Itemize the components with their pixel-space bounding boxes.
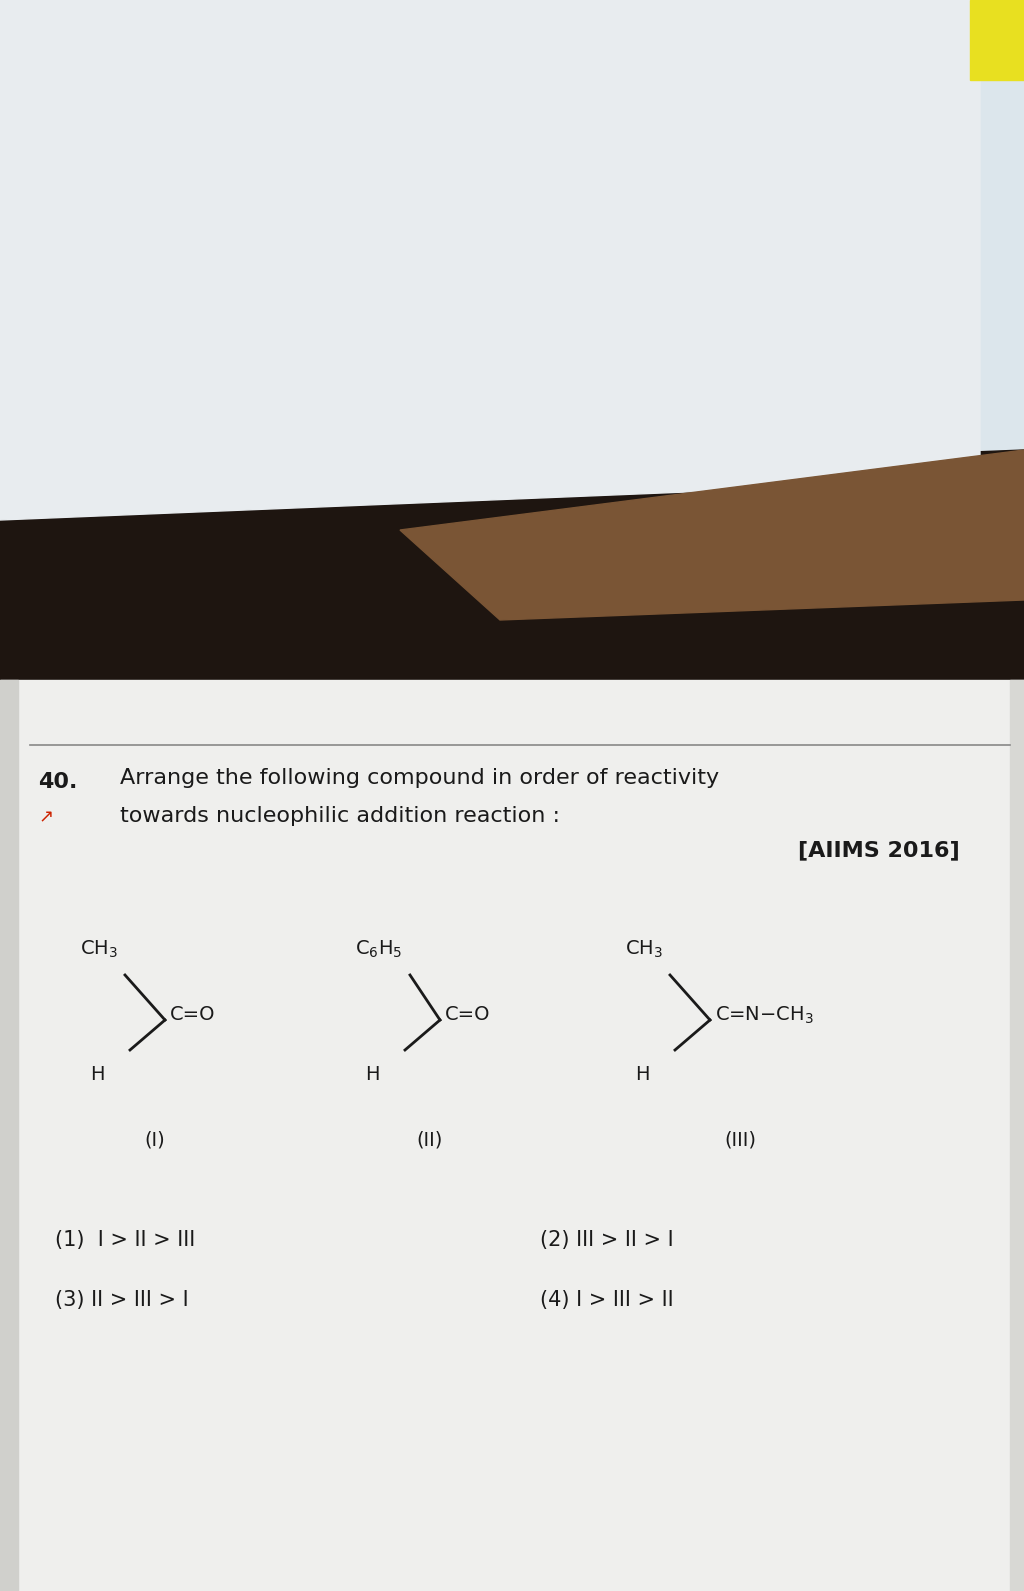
Text: towards nucleophilic addition reaction :: towards nucleophilic addition reaction : xyxy=(120,807,560,826)
Text: H: H xyxy=(90,1064,104,1083)
Polygon shape xyxy=(0,0,980,520)
Bar xyxy=(0,679,18,1591)
Text: $\mathregular{CH_3}$: $\mathregular{CH_3}$ xyxy=(625,939,663,959)
Text: Arrange the following compound in order of reactivity: Arrange the following compound in order … xyxy=(120,768,719,788)
Text: $\mathregular{CH_3}$: $\mathregular{CH_3}$ xyxy=(80,939,118,959)
Text: H: H xyxy=(635,1064,649,1083)
Text: (3) II > III > I: (3) II > III > I xyxy=(55,1290,188,1309)
Text: (1)  I > II > III: (1) I > II > III xyxy=(55,1230,196,1251)
Bar xyxy=(0,679,1024,1591)
Polygon shape xyxy=(400,450,1024,620)
Text: ↗: ↗ xyxy=(38,808,53,826)
Text: (III): (III) xyxy=(724,1130,756,1149)
Text: C=O: C=O xyxy=(445,1006,490,1025)
Polygon shape xyxy=(0,0,1024,530)
Polygon shape xyxy=(970,0,1024,80)
Text: $\mathregular{C_6H_5}$: $\mathregular{C_6H_5}$ xyxy=(355,939,402,959)
Text: (II): (II) xyxy=(417,1130,443,1149)
Text: C=N$-$CH$_3$: C=N$-$CH$_3$ xyxy=(715,1004,814,1026)
Text: 40.: 40. xyxy=(38,772,78,792)
Text: [AIIMS 2016]: [AIIMS 2016] xyxy=(799,840,961,861)
Text: (I): (I) xyxy=(144,1130,165,1149)
Polygon shape xyxy=(0,450,1024,760)
Text: H: H xyxy=(365,1064,380,1083)
Text: C=O: C=O xyxy=(170,1006,215,1025)
Text: (2) III > II > I: (2) III > II > I xyxy=(540,1230,674,1251)
Bar xyxy=(1010,679,1024,1591)
Text: (4) I > III > II: (4) I > III > II xyxy=(540,1290,674,1309)
